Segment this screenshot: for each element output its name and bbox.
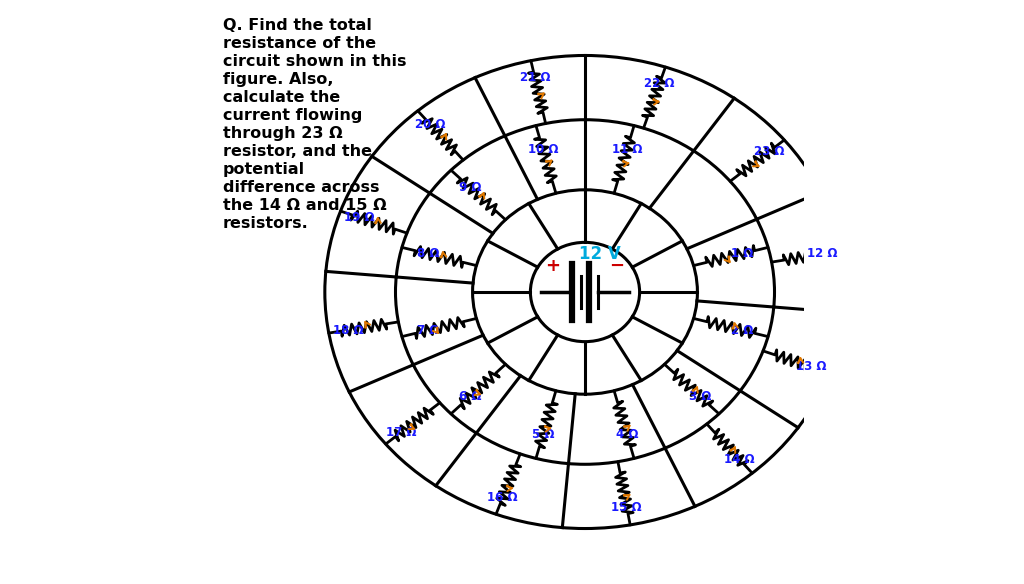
Text: 8 Ω: 8 Ω: [417, 247, 439, 260]
Text: 21 Ω: 21 Ω: [520, 71, 550, 84]
Text: 19 Ω: 19 Ω: [344, 211, 375, 224]
Text: 12 V: 12 V: [579, 245, 621, 263]
Text: 1 Ω: 1 Ω: [731, 247, 753, 260]
Text: −: −: [609, 258, 625, 275]
Text: 4 Ω: 4 Ω: [615, 429, 638, 442]
Text: 5 Ω: 5 Ω: [531, 429, 554, 442]
Text: 12 Ω: 12 Ω: [807, 248, 837, 260]
Text: 11 Ω: 11 Ω: [611, 142, 642, 155]
Text: 16 Ω: 16 Ω: [487, 491, 518, 505]
Text: 13 Ω: 13 Ω: [796, 360, 826, 373]
Text: 14 Ω: 14 Ω: [724, 453, 755, 466]
Text: 7 Ω: 7 Ω: [417, 324, 439, 337]
Text: 9 Ω: 9 Ω: [459, 181, 481, 194]
Text: 22 Ω: 22 Ω: [644, 77, 675, 90]
Text: 15 Ω: 15 Ω: [611, 501, 642, 514]
Text: 10 Ω: 10 Ω: [527, 142, 558, 155]
Text: 17 Ω: 17 Ω: [386, 426, 416, 439]
Text: 20 Ω: 20 Ω: [415, 118, 445, 131]
Text: 2 Ω: 2 Ω: [731, 324, 753, 337]
Text: Q. Find the total
resistance of the
circuit shown in this
figure. Also,
calculat: Q. Find the total resistance of the circ…: [223, 18, 407, 231]
Text: 6 Ω: 6 Ω: [459, 390, 481, 403]
Text: +: +: [546, 258, 560, 275]
Text: 23 Ω: 23 Ω: [754, 145, 784, 158]
Text: 18 Ω: 18 Ω: [333, 324, 364, 336]
Text: 3 Ω: 3 Ω: [688, 390, 711, 403]
